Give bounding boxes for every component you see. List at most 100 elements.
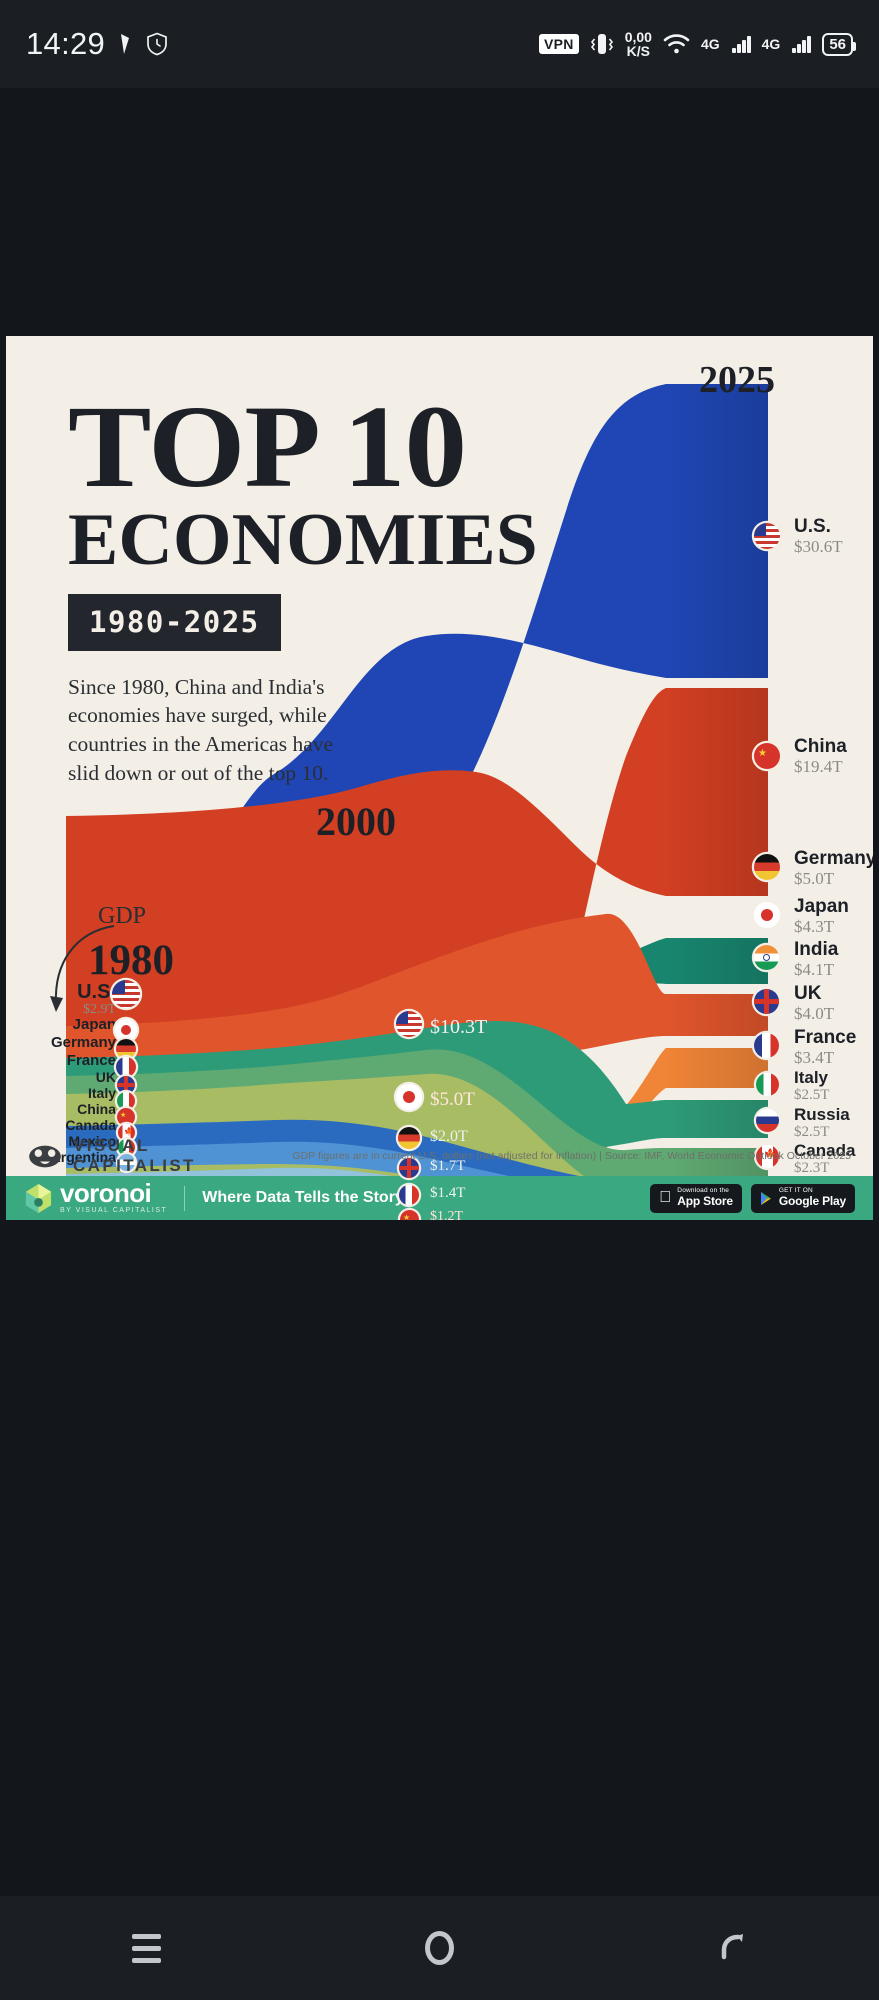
voronoi-wordmark: voronoi BY VISUAL CAPITALIST	[60, 1177, 168, 1215]
app-store-button[interactable]:  Download on the App Store	[650, 1183, 742, 1213]
de-flag-icon	[754, 854, 780, 880]
label-1980-us: U.S. $2.9T	[77, 981, 116, 1017]
clock: 14:29	[26, 26, 106, 61]
label-2000-germany: $2.0T	[430, 1128, 468, 1145]
shield-clock-icon	[147, 32, 167, 56]
status-bar-right: VPN 0,00 K/S 4G 4G 56	[539, 28, 856, 58]
year-label-2025: 2025	[699, 359, 775, 401]
wifi-icon	[663, 34, 690, 54]
battery-icon: 56	[822, 32, 856, 56]
location-arrow-icon	[121, 34, 130, 54]
ar-flag-icon	[118, 1154, 135, 1171]
fr-flag-icon	[399, 1185, 419, 1205]
voronoi-banner[interactable]: voronoi BY VISUAL CAPITALIST Where Data …	[6, 1176, 873, 1220]
label-1980-italy: Italy	[87, 1085, 116, 1101]
source-note: GDP figures are in current U.S. dollars …	[292, 1150, 851, 1162]
date-range-badge: 1980-2025	[68, 593, 281, 651]
android-nav-bar	[0, 1896, 879, 2000]
label-1980-japan: Japan	[72, 1016, 116, 1033]
voronoi-name: voronoi	[60, 1177, 152, 1208]
label-1980-mexico: Mexico	[68, 1133, 116, 1149]
voronoi-tagline: Where Data Tells the Story	[202, 1189, 404, 1206]
band-jp	[66, 913, 768, 1092]
cn-flag-icon: ★	[400, 1210, 419, 1220]
label-2025-russia: Russia $2.5T	[794, 1105, 850, 1140]
label-1980-france: France	[66, 1052, 116, 1069]
vpn-icon: VPN	[539, 34, 579, 54]
network-speed: 0,00 K/S	[624, 28, 652, 58]
gb-flag-icon	[399, 1158, 419, 1178]
description-text: Since 1980, China and India's economies …	[68, 674, 334, 785]
title-block: TOP 10 ECONOMIES 1980-2025 Since 1980, C…	[68, 387, 538, 787]
divider	[184, 1185, 186, 1211]
curved-arrow-icon	[50, 925, 115, 1012]
vibrate-icon	[590, 34, 613, 54]
label-1980-canada: Canada	[65, 1117, 116, 1133]
jp-flag-icon	[396, 1084, 422, 1110]
cn-flag-icon: ★	[754, 743, 780, 769]
label-1980-germany: Germany	[50, 1034, 116, 1051]
infographic-image: TOP 10 ECONOMIES 1980-2025 Since 1980, C…	[6, 336, 873, 1220]
in-flag-icon	[754, 945, 779, 970]
signal-4g-icon	[792, 35, 812, 53]
back-icon	[721, 1934, 743, 1960]
gdp-annotation: GDP	[98, 903, 147, 929]
year-label-2000: 2000	[316, 799, 396, 844]
label-2025-india: India $4.1T	[794, 939, 839, 979]
apple-icon: 	[659, 1190, 671, 1206]
voronoi-logo-icon	[25, 1183, 52, 1213]
label-2000-us: $10.3T	[430, 1016, 488, 1038]
home-button[interactable]	[405, 1917, 475, 1979]
status-bar: 14:29 VPN 0,00 K/S 4G 4G 56	[0, 0, 879, 88]
label-2000-china: $1.2T	[430, 1209, 464, 1220]
year-label-1980: 1980	[88, 937, 174, 984]
mx-flag-icon	[118, 1139, 135, 1156]
de-flag-icon	[398, 1127, 420, 1149]
de-flag-icon	[116, 1039, 136, 1059]
voronoi-byline: BY VISUAL CAPITALIST	[60, 1207, 168, 1215]
home-icon	[425, 1931, 454, 1965]
back-button[interactable]	[698, 1917, 768, 1979]
page-subtitle: ECONOMIES	[68, 499, 538, 582]
gb-flag-icon	[754, 989, 779, 1014]
label-2025-france: France $3.4T	[794, 1027, 857, 1067]
fr-flag-icon	[754, 1033, 779, 1058]
app-store-large: App Store	[677, 1194, 733, 1209]
label-1980-uk: UK	[95, 1069, 116, 1085]
label-2000-france: $1.4T	[430, 1185, 466, 1201]
ru-flag-icon	[756, 1109, 779, 1132]
fr-flag-icon	[116, 1057, 136, 1077]
label-2000-japan: $5.0T	[430, 1089, 475, 1110]
label-2025-us: U.S. $30.6T	[794, 516, 843, 556]
label-2025-japan: Japan $4.3T	[794, 896, 849, 936]
ca-flag-icon: 🍁	[756, 1145, 779, 1168]
flag-col-2000: ★	[396, 1011, 422, 1220]
brand-name: VISUAL CAPITALIST	[73, 1136, 196, 1175]
it-flag-icon	[117, 1092, 135, 1110]
google-play-button[interactable]: GET IT ON Google Play	[750, 1183, 855, 1213]
jp-flag-icon	[754, 902, 780, 928]
label-2025-uk: UK $4.0T	[794, 983, 835, 1023]
visual-capitalist-logo-icon	[29, 1145, 61, 1167]
signal-4g-icon	[731, 35, 751, 53]
sim1-gen-label: 4G	[700, 36, 720, 52]
flag-col-1980: ★ 🍁	[112, 980, 140, 1171]
label-2025-italy: Italy $2.5T	[794, 1068, 830, 1103]
label-1980-argentina: Argentina	[50, 1149, 116, 1165]
page-title: TOP 10	[68, 381, 467, 512]
google-play-small: GET IT ON	[778, 1187, 813, 1195]
sim2-gen-label: 4G	[761, 36, 781, 52]
infographic-footer: VISUAL CAPITALIST GDP figures are in cur…	[6, 1136, 873, 1176]
gb-flag-icon	[117, 1076, 135, 1094]
label-2025-germany: Germany $5.0T	[794, 848, 873, 888]
us-flag-icon	[396, 1011, 422, 1037]
ca-flag-icon: 🍁	[118, 1124, 135, 1141]
status-bar-left: 14:29	[26, 26, 168, 62]
label-2025-china: China $19.4T	[794, 736, 847, 776]
jp-flag-icon	[115, 1019, 137, 1041]
play-triangle-icon	[760, 1191, 771, 1205]
recents-button[interactable]	[112, 1917, 182, 1979]
network-speed-value: 0,00	[624, 28, 652, 45]
label-2025-canada: Canada $2.3T	[794, 1141, 856, 1176]
store-badges:  Download on the App Store GET IT ON Go…	[650, 1183, 855, 1213]
